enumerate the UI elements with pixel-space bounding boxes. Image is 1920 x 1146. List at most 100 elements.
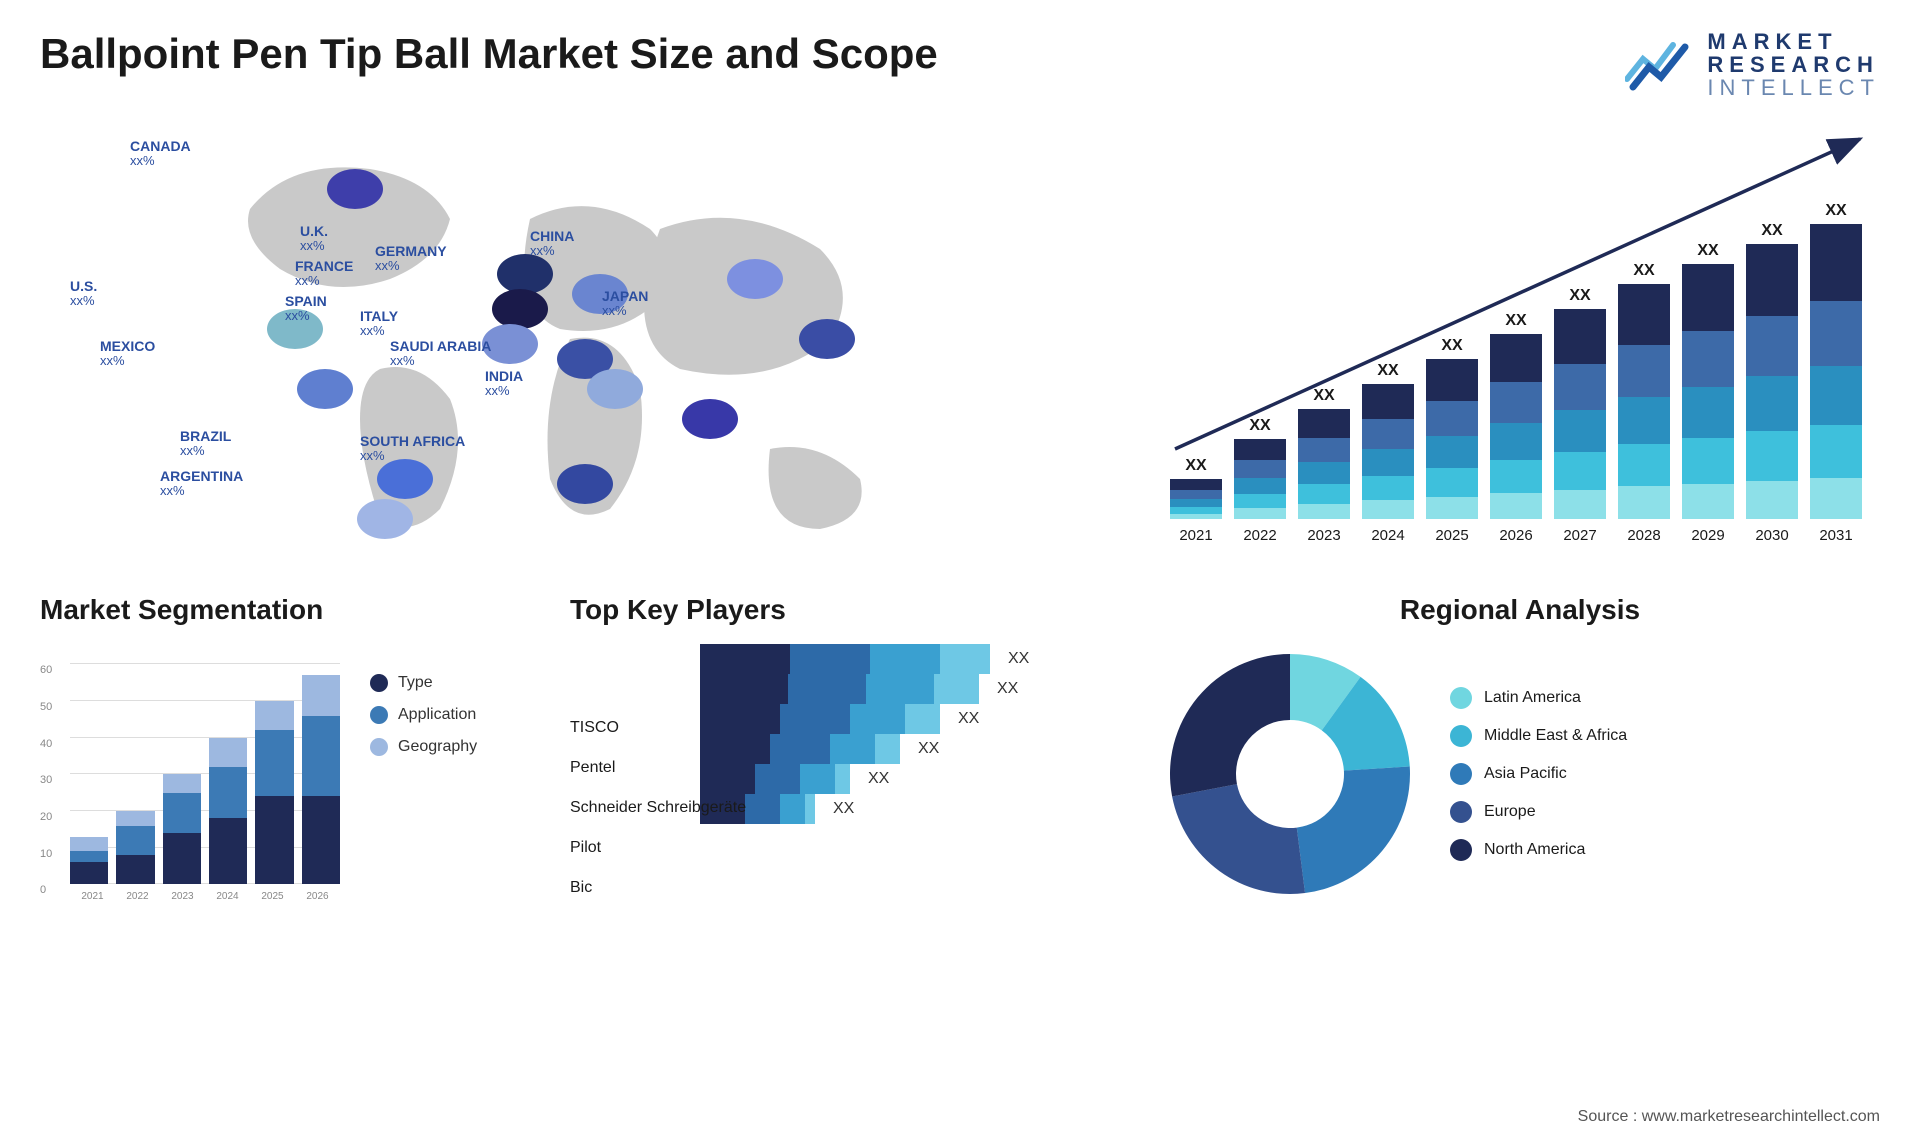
map-country-saudi-arabia	[587, 369, 643, 409]
map-country-u-k-	[497, 254, 553, 294]
growth-bar-value: XX	[1618, 262, 1670, 280]
seg-legend-item: Geography	[370, 738, 477, 756]
regional-title: Regional Analysis	[1160, 594, 1880, 626]
segmentation-legend: Type Application Geography	[370, 674, 477, 914]
growth-bar-year: 2022	[1234, 527, 1286, 544]
growth-bar-year: 2031	[1810, 527, 1862, 544]
map-label-india: INDIAxx%	[485, 369, 523, 397]
growth-bar-value: XX	[1682, 242, 1734, 260]
kp-value: XX	[868, 770, 889, 788]
map-country-canada	[327, 169, 383, 209]
segmentation-title: Market Segmentation	[40, 594, 540, 626]
growth-bar-2021	[1170, 479, 1222, 519]
donut-slice-asia-pacific	[1297, 767, 1410, 894]
growth-bar-year: 2024	[1362, 527, 1414, 544]
seg-bar-2025	[255, 701, 293, 884]
map-label-germany: GERMANYxx%	[375, 244, 447, 272]
growth-bar-value: XX	[1810, 202, 1862, 220]
seg-legend-item: Type	[370, 674, 477, 692]
kp-value: XX	[1008, 650, 1029, 668]
growth-bar-2026	[1490, 334, 1542, 519]
seg-xlabel: 2022	[115, 891, 160, 902]
regional-panel: Regional Analysis Latin America Middle Ea…	[1160, 594, 1880, 914]
logo-text-2: RESEARCH	[1707, 53, 1880, 76]
growth-bar-year: 2028	[1618, 527, 1670, 544]
map-country-mexico	[297, 369, 353, 409]
growth-bar-year: 2021	[1170, 527, 1222, 544]
segmentation-panel: Market Segmentation 01020304050602021202…	[40, 594, 540, 914]
key-players-panel: Top Key Players XXXXXXXXXXXXTISCOPentelS…	[570, 594, 1130, 914]
world-map-panel: CANADAxx%U.S.xx%MEXICOxx%BRAZILxx%ARGENT…	[40, 129, 1120, 549]
map-label-italy: ITALYxx%	[360, 309, 398, 337]
map-country-china	[727, 259, 783, 299]
donut-legend-item: North America	[1450, 839, 1627, 861]
kp-name: Pentel	[570, 748, 770, 788]
seg-legend-item: Application	[370, 706, 477, 724]
kp-value: XX	[997, 680, 1018, 698]
source-attribution: Source : www.marketresearchintellect.com	[1578, 1108, 1880, 1126]
growth-bar-year: 2025	[1426, 527, 1478, 544]
growth-bar-value: XX	[1426, 337, 1478, 355]
seg-xlabel: 2023	[160, 891, 205, 902]
kp-name: Pilot	[570, 828, 770, 868]
page-title: Ballpoint Pen Tip Ball Market Size and S…	[40, 30, 938, 78]
map-country-argentina	[357, 499, 413, 539]
segmentation-chart: 0102030405060202120222023202420252026	[40, 644, 340, 914]
kp-value: XX	[918, 740, 939, 758]
growth-bar-2024	[1362, 384, 1414, 519]
kp-value: XX	[833, 800, 854, 818]
key-players-chart: XXXXXXXXXXXXTISCOPentelSchneider Schreib…	[570, 644, 1130, 824]
seg-xlabel: 2025	[250, 891, 295, 902]
donut-legend-item: Europe	[1450, 801, 1627, 823]
growth-bar-year: 2030	[1746, 527, 1798, 544]
map-label-mexico: MEXICOxx%	[100, 339, 155, 367]
growth-bar-year: 2029	[1682, 527, 1734, 544]
map-country-brazil	[377, 459, 433, 499]
map-label-south-africa: SOUTH AFRICAxx%	[360, 434, 465, 462]
seg-bar-2021	[70, 837, 108, 885]
donut-legend-item: Latin America	[1450, 687, 1627, 709]
growth-bar-value: XX	[1234, 417, 1286, 435]
seg-bar-2024	[209, 738, 247, 885]
map-label-spain: SPAINxx%	[285, 294, 327, 322]
growth-bar-value: XX	[1746, 222, 1798, 240]
growth-bar-chart: XX2021XX2022XX2023XX2024XX2025XX2026XX20…	[1160, 129, 1880, 549]
seg-xlabel: 2024	[205, 891, 250, 902]
logo-text-1: MARKET	[1707, 30, 1880, 53]
growth-bar-2027	[1554, 309, 1606, 519]
key-players-title: Top Key Players	[570, 594, 1130, 626]
seg-bar-2022	[116, 811, 154, 884]
map-country-india	[682, 399, 738, 439]
kp-value: XX	[958, 710, 979, 728]
seg-xlabel: 2021	[70, 891, 115, 902]
regional-donut	[1160, 644, 1420, 904]
donut-legend-item: Middle East & Africa	[1450, 725, 1627, 747]
growth-bar-2031	[1810, 224, 1862, 519]
kp-name: Bic	[570, 868, 770, 908]
brand-logo: MARKET RESEARCH INTELLECT	[1625, 30, 1880, 99]
growth-bar-value: XX	[1490, 312, 1542, 330]
growth-bar-2022	[1234, 439, 1286, 519]
seg-bar-2026	[302, 675, 340, 884]
regional-legend: Latin America Middle East & Africa Asia Pa…	[1450, 687, 1627, 861]
map-label-saudi-arabia: SAUDI ARABIAxx%	[390, 339, 491, 367]
donut-slice-north-america	[1170, 654, 1290, 796]
seg-bar-2023	[163, 774, 201, 884]
growth-bar-value: XX	[1170, 457, 1222, 475]
map-label-canada: CANADAxx%	[130, 139, 191, 167]
growth-bar-2028	[1618, 284, 1670, 519]
growth-bar-2023	[1298, 409, 1350, 519]
map-label-france: FRANCExx%	[295, 259, 353, 287]
map-country-france	[492, 289, 548, 329]
donut-legend-item: Asia Pacific	[1450, 763, 1627, 785]
donut-slice-europe	[1172, 784, 1305, 894]
growth-bar-2029	[1682, 264, 1734, 519]
logo-text-3: INTELLECT	[1707, 76, 1880, 99]
map-country-japan	[799, 319, 855, 359]
map-label-brazil: BRAZILxx%	[180, 429, 231, 457]
logo-icon	[1625, 37, 1695, 92]
growth-bar-value: XX	[1298, 387, 1350, 405]
growth-bar-year: 2026	[1490, 527, 1542, 544]
kp-name: Schneider Schreibgeräte	[570, 788, 770, 828]
map-country-south-africa	[557, 464, 613, 504]
